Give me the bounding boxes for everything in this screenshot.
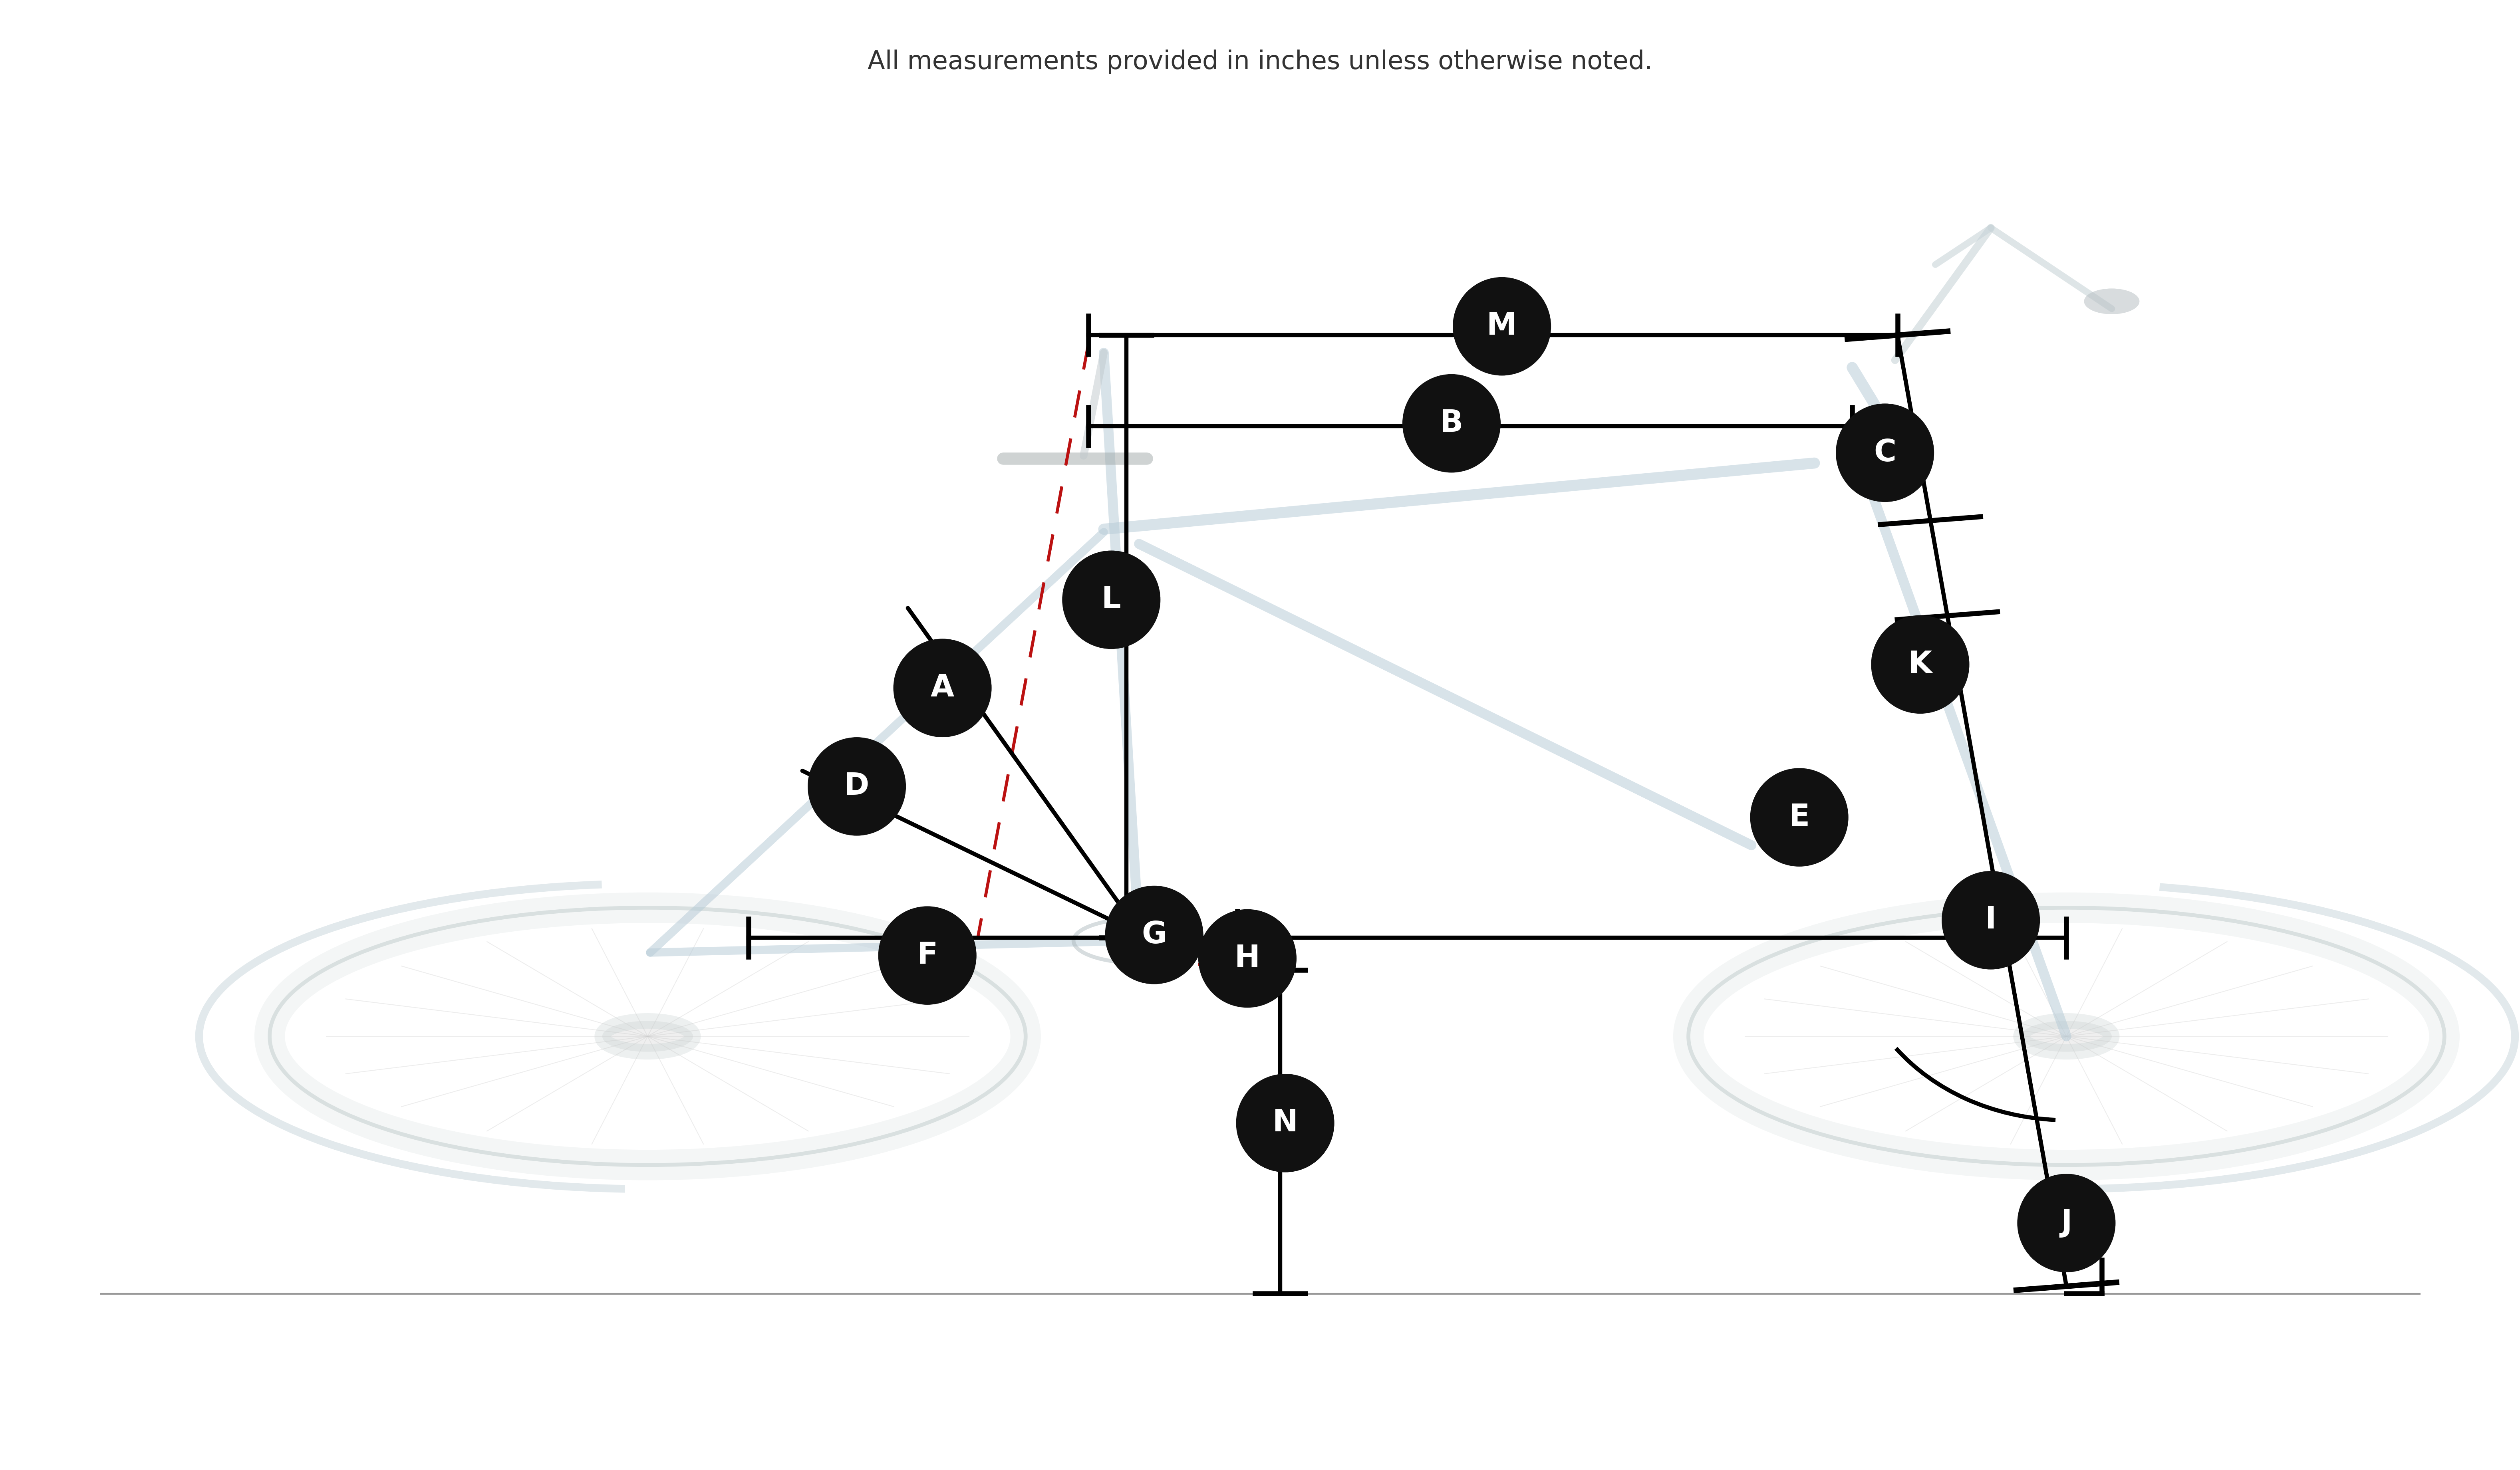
Text: J: J xyxy=(2061,1208,2071,1238)
Ellipse shape xyxy=(1200,908,1298,1008)
Ellipse shape xyxy=(1452,276,1552,376)
Ellipse shape xyxy=(1401,373,1502,473)
Text: L: L xyxy=(1101,585,1121,614)
Ellipse shape xyxy=(2019,1173,2117,1272)
Text: All measurements provided in inches unless otherwise noted.: All measurements provided in inches unle… xyxy=(867,50,1653,74)
Ellipse shape xyxy=(1063,550,1162,650)
Ellipse shape xyxy=(602,1020,693,1053)
Text: A: A xyxy=(930,673,955,703)
Text: G: G xyxy=(1142,920,1167,950)
Text: H: H xyxy=(1235,944,1260,973)
Text: I: I xyxy=(1986,906,1996,935)
Text: K: K xyxy=(1908,650,1933,679)
Ellipse shape xyxy=(2021,1020,2112,1053)
Ellipse shape xyxy=(877,906,978,1005)
Ellipse shape xyxy=(1104,885,1205,985)
Ellipse shape xyxy=(1751,769,1850,867)
Text: B: B xyxy=(1439,409,1464,438)
Text: D: D xyxy=(844,772,869,801)
Text: E: E xyxy=(1789,803,1809,832)
Text: N: N xyxy=(1273,1108,1298,1138)
Text: F: F xyxy=(917,941,937,970)
Ellipse shape xyxy=(1835,403,1935,503)
Ellipse shape xyxy=(2084,288,2139,315)
Ellipse shape xyxy=(1870,616,1971,714)
Ellipse shape xyxy=(806,738,907,835)
Ellipse shape xyxy=(892,638,993,738)
Text: C: C xyxy=(1875,438,1895,467)
Ellipse shape xyxy=(1943,870,2041,970)
Ellipse shape xyxy=(1235,1073,1336,1173)
Text: M: M xyxy=(1487,312,1517,341)
